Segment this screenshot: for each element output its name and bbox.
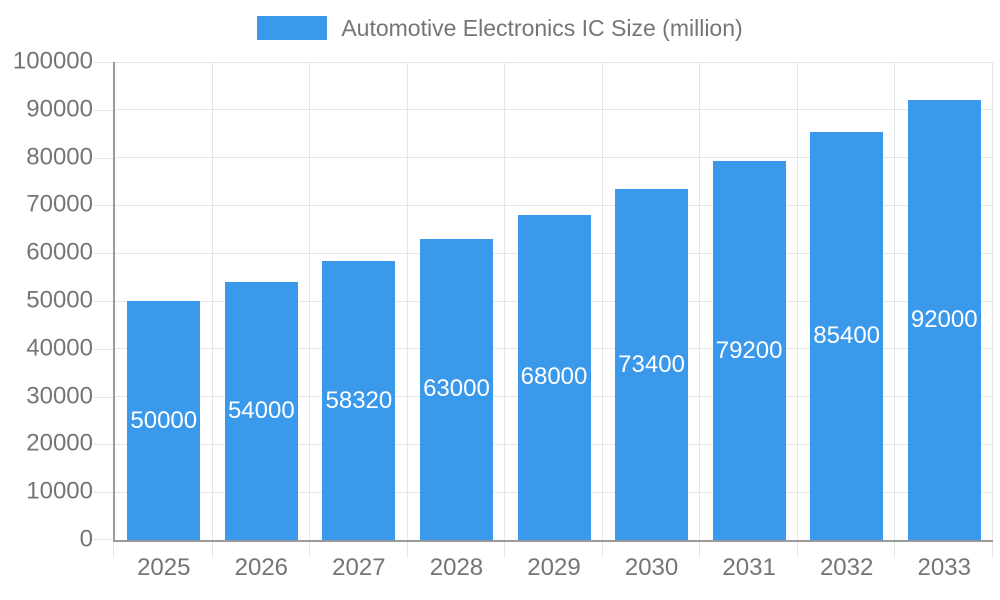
v-gridline <box>894 62 896 540</box>
bar-value-label: 79200 <box>715 336 783 364</box>
v-gridline <box>796 62 798 540</box>
y-tick-label: 30000 <box>26 382 93 410</box>
y-axis-tick <box>93 539 113 540</box>
y-axis-tick <box>93 157 113 159</box>
h-gridline <box>115 157 993 159</box>
bar[interactable] <box>419 238 493 540</box>
bar[interactable] <box>810 131 884 540</box>
x-axis-tick <box>211 542 213 558</box>
x-tick-label: 2032 <box>819 554 874 581</box>
bar-value-label: 85400 <box>813 321 881 349</box>
y-tick-label: 60000 <box>26 238 93 266</box>
y-axis-tick <box>93 253 113 255</box>
y-tick-label: 50000 <box>26 286 93 314</box>
v-gridline <box>699 62 701 540</box>
x-tick-label: 2028 <box>429 554 484 581</box>
x-tick-label: 2025 <box>137 554 191 581</box>
x-tick-label: 2031 <box>722 554 776 581</box>
x-axis-tick <box>992 542 993 558</box>
bar[interactable] <box>224 281 298 540</box>
v-gridline <box>601 62 603 540</box>
x-tick-label: 2029 <box>527 554 581 581</box>
h-gridline <box>115 204 993 206</box>
y-tick-label: 90000 <box>26 95 93 123</box>
v-gridline <box>406 62 408 540</box>
v-gridline <box>504 62 506 540</box>
bar-value-label: 50000 <box>130 406 198 434</box>
y-tick-label: 70000 <box>26 190 93 218</box>
y-axis-tick <box>93 109 113 111</box>
y-axis-tick <box>93 348 113 350</box>
bar-value-label: 68000 <box>520 363 588 391</box>
h-gridline <box>115 109 993 111</box>
h-gridline <box>115 61 993 63</box>
x-tick-label: 2026 <box>234 554 289 581</box>
v-gridline <box>309 62 311 540</box>
y-tick-label: 40000 <box>26 334 93 362</box>
x-axis-tick <box>504 542 506 558</box>
bar-value-label: 92000 <box>910 306 978 334</box>
bar-value-label: 54000 <box>227 396 295 424</box>
bar[interactable] <box>127 301 201 540</box>
y-axis-tick <box>93 62 113 63</box>
y-axis-tick <box>93 492 113 494</box>
v-gridline <box>211 62 213 540</box>
x-axis-tick <box>796 542 798 558</box>
y-axis-tick <box>93 205 113 207</box>
x-axis-tick <box>113 542 114 558</box>
x-axis-tick <box>601 542 603 558</box>
y-tick-label: 10000 <box>26 477 93 505</box>
legend[interactable]: Automotive Electronics IC Size (million) <box>0 16 1000 40</box>
y-tick-label: 20000 <box>26 429 93 457</box>
x-axis-tick <box>309 542 311 558</box>
bar[interactable] <box>712 161 786 540</box>
y-tick-label: 100000 <box>12 47 93 75</box>
bar-value-label: 58320 <box>325 386 393 414</box>
bar[interactable] <box>517 214 591 540</box>
y-axis-tick <box>93 396 113 398</box>
x-axis-tick <box>699 542 701 558</box>
bar[interactable] <box>322 261 396 540</box>
legend-label: Automotive Electronics IC Size (million) <box>341 14 743 41</box>
bar[interactable] <box>615 189 689 540</box>
y-tick-label: 80000 <box>26 143 93 171</box>
bar-value-label: 73400 <box>618 350 685 378</box>
y-axis-tick <box>93 444 113 446</box>
x-tick-label: 2027 <box>332 554 386 581</box>
y-axis-tick <box>93 301 113 302</box>
x-tick-label: 2033 <box>917 554 971 581</box>
x-axis-tick <box>406 542 408 558</box>
legend-swatch-icon <box>257 16 328 40</box>
y-tick-label: 0 <box>79 525 93 553</box>
bar-value-label: 63000 <box>423 375 490 403</box>
plot-area: 0 10000 20000 30000 40000 50000 60000 70000 8000… <box>13 48 993 581</box>
x-tick-label: 2030 <box>624 554 679 581</box>
x-axis-tick <box>894 542 896 558</box>
bar[interactable] <box>907 100 981 540</box>
v-gridline <box>992 62 993 540</box>
